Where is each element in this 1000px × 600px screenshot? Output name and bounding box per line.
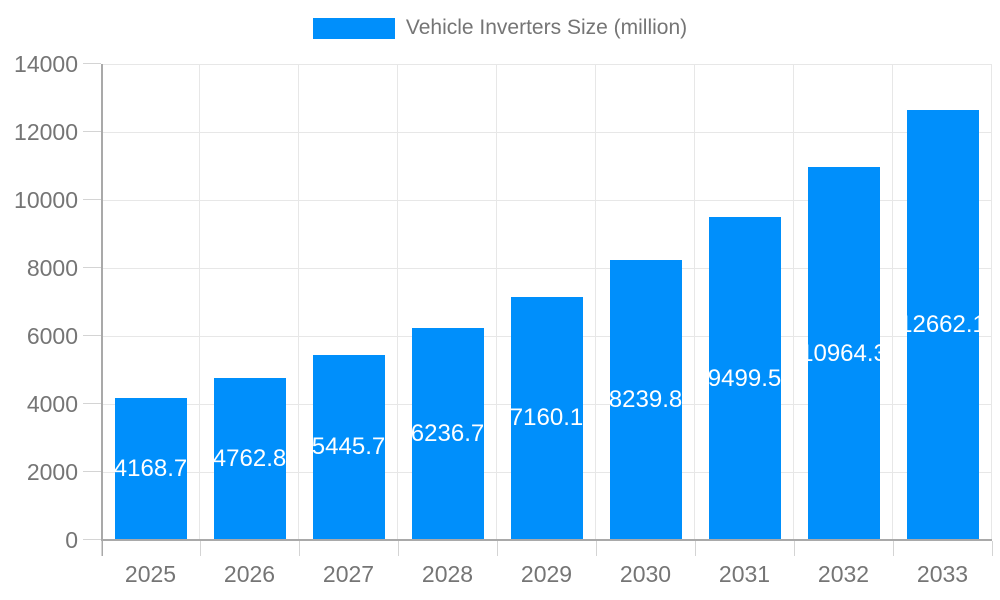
gridline-vertical [397, 64, 398, 540]
gridline-vertical [991, 64, 992, 540]
y-axis-tick [83, 539, 101, 540]
legend-item[interactable]: Vehicle Inverters Size (million) [312, 16, 688, 40]
x-axis-tick [893, 541, 894, 556]
y-axis-label: 2000 [26, 459, 78, 485]
bar[interactable]: 7160.1 [510, 296, 583, 540]
x-axis-tick [794, 541, 795, 556]
bar[interactable]: 9499.5 [708, 217, 781, 540]
gridline-horizontal [101, 132, 992, 133]
y-axis-label: 4000 [26, 391, 78, 417]
y-axis-tick [83, 267, 101, 268]
y-axis-tick [83, 335, 101, 336]
gridline-vertical [496, 64, 497, 540]
bar-value-label: 8239.8 [609, 385, 682, 413]
bar-value-label: 4762.8 [213, 445, 286, 473]
gridline-horizontal [101, 200, 992, 201]
y-axis-tick [83, 199, 101, 200]
y-axis-label: 6000 [26, 323, 78, 349]
y-axis-label: 12000 [14, 119, 78, 145]
bar-value-label: 5445.7 [312, 433, 385, 461]
x-axis-tick [200, 541, 201, 556]
x-axis-label: 2027 [322, 561, 375, 587]
x-axis-tick [596, 541, 597, 556]
bar[interactable]: 12662.1 [906, 109, 979, 540]
y-axis-tick [83, 131, 101, 132]
gridline-vertical [793, 64, 794, 540]
x-axis-label: 2028 [421, 561, 474, 587]
bar-value-label: 7160.1 [510, 404, 583, 432]
bar-value-label: 10964.3 [808, 339, 880, 367]
gridline-horizontal [101, 268, 992, 269]
bar[interactable]: 5445.7 [312, 354, 385, 540]
x-axis-tick [398, 541, 399, 556]
bar[interactable]: 4168.7 [114, 398, 187, 540]
bar[interactable]: 8239.8 [609, 259, 682, 540]
x-axis-label: 2033 [916, 561, 969, 587]
x-axis-line [101, 539, 992, 541]
bar-value-label: 4168.7 [114, 455, 187, 483]
x-axis-label: 2030 [619, 561, 672, 587]
x-axis-tick [101, 541, 102, 556]
bar[interactable]: 4762.8 [213, 378, 286, 540]
legend: Vehicle Inverters Size (million) [0, 16, 1000, 40]
x-axis-tick [299, 541, 300, 556]
x-axis-label: 2026 [223, 561, 276, 587]
gridline-vertical [298, 64, 299, 540]
x-axis-tick [695, 541, 696, 556]
x-axis-label: 2025 [124, 561, 177, 587]
y-axis-label: 0 [65, 527, 78, 553]
bar[interactable]: 6236.7 [411, 327, 484, 540]
bar-value-label: 12662.1 [907, 310, 979, 338]
x-axis-label: 2032 [817, 561, 870, 587]
gridline-horizontal [101, 64, 992, 65]
plot-area: 4168.7 4762.8 5445.7 6236.7 7160.1 8239.8 9499… [101, 64, 992, 540]
gridline-vertical [595, 64, 596, 540]
y-axis-line [101, 64, 103, 556]
bar[interactable]: 10964.3 [807, 167, 880, 540]
x-axis-label: 2031 [718, 561, 771, 587]
gridline-vertical [694, 64, 695, 540]
y-axis-label: 14000 [14, 51, 78, 77]
y-axis-tick [83, 63, 101, 64]
y-axis-tick [83, 471, 101, 472]
y-axis-tick [83, 403, 101, 404]
y-axis-label: 10000 [14, 187, 78, 213]
x-axis-label: 2029 [520, 561, 573, 587]
legend-label: Vehicle Inverters Size (million) [405, 16, 688, 39]
legend-marker-icon [312, 17, 395, 39]
x-axis-tick [497, 541, 498, 556]
gridline-vertical [199, 64, 200, 540]
y-axis-label: 8000 [26, 255, 78, 281]
gridline-vertical [892, 64, 893, 540]
x-axis-tick [992, 541, 993, 556]
bar-value-label: 9499.5 [708, 364, 781, 392]
bar-value-label: 6236.7 [411, 419, 484, 447]
